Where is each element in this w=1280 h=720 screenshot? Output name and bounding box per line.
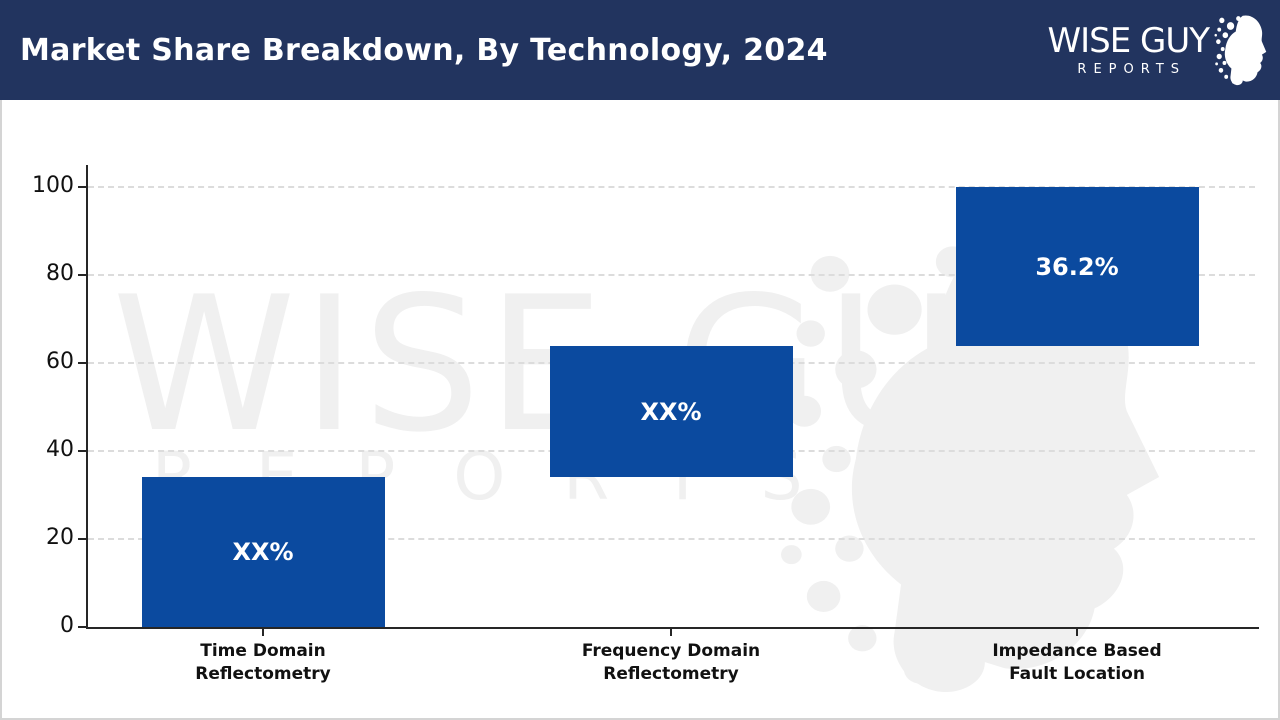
bar-value-label: XX%: [640, 397, 702, 426]
y-axis-tick-label: 0: [60, 613, 74, 638]
y-axis-tick: [78, 186, 87, 188]
x-axis-label-line: Impedance Based: [992, 641, 1162, 661]
gridline-100: [88, 186, 1255, 188]
bar-value-label: 36.2%: [1035, 252, 1119, 281]
x-axis-label-line: Frequency Domain: [581, 641, 761, 661]
wiseguy-logo-text: WISE GUY REPORTS: [1047, 20, 1210, 77]
y-axis-tick: [78, 274, 87, 276]
header-bar: Market Share Breakdown, By Technology, 2…: [0, 0, 1280, 100]
logo-reports-label: REPORTS: [1077, 61, 1187, 77]
x-axis-label-line: Reflectometry: [603, 663, 739, 684]
y-axis-line: [86, 165, 88, 629]
y-axis-tick: [78, 362, 87, 364]
y-axis-tick: [78, 450, 87, 452]
y-axis-tick-label: 20: [46, 525, 74, 550]
x-axis-category-label: Time Domain Reflectometry: [113, 640, 413, 686]
bar-segment: XX%: [141, 476, 385, 627]
y-axis-tick-label: 40: [46, 437, 74, 462]
wiseguy-face-icon: [1214, 15, 1267, 86]
x-axis-tick: [262, 629, 264, 636]
y-axis-tick-label: 60: [46, 349, 74, 374]
bar-segment: 36.2%: [955, 187, 1199, 347]
wiseguy-logo: WISE GUY REPORTS: [1047, 12, 1268, 88]
x-axis-tick: [670, 629, 672, 636]
y-axis-tick-label: 100: [32, 173, 74, 198]
bar-segment: XX%: [549, 346, 793, 477]
y-axis-tick-label: 80: [46, 261, 74, 286]
bar-value-label: XX%: [232, 537, 294, 566]
x-axis-label-line: Fault Location: [1009, 663, 1145, 684]
y-axis-tick: [78, 538, 87, 540]
x-axis-category-label: Frequency Domain Reflectometry: [521, 640, 821, 686]
x-axis-category-label: Impedance Based Fault Location: [927, 640, 1227, 686]
y-axis-tick: [78, 626, 87, 628]
x-axis-label-line: Reflectometry: [195, 663, 331, 684]
x-axis-label-line: Time Domain: [200, 641, 326, 661]
logo-wiseguy-label: WISE GUY: [1047, 20, 1210, 61]
gridline-80: [88, 274, 1255, 276]
x-axis-line: [86, 627, 1259, 629]
gridline-20: [88, 538, 1255, 540]
page-title: Market Share Breakdown, By Technology, 2…: [20, 32, 828, 68]
x-axis-tick: [1076, 629, 1078, 636]
